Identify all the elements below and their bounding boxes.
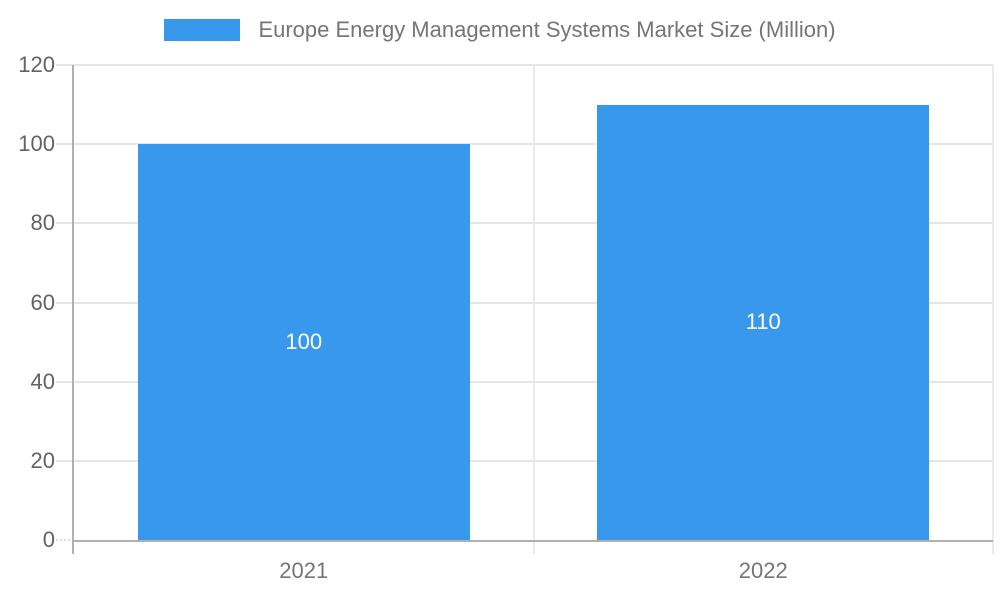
plot-area: 100 110 — [56, 64, 994, 554]
y-tick-label-40: 40 — [30, 368, 55, 394]
bar-2021[interactable]: 100 — [137, 144, 470, 540]
legend-label: Europe Energy Management Systems Market … — [258, 17, 836, 42]
x-tick-label-2021: 2021 — [279, 558, 329, 583]
y-tick-label-100: 100 — [18, 131, 55, 157]
y-tick-label-0: 0 — [42, 527, 55, 552]
legend-swatch — [164, 19, 241, 41]
x-axis-labels: 2021 2022 — [74, 558, 993, 588]
y-zero-tick — [56, 539, 74, 541]
category-boundary-line — [992, 65, 994, 554]
gridline-y-60 — [56, 301, 993, 304]
x-axis-baseline — [72, 540, 993, 542]
y-tick-label-80: 80 — [30, 210, 55, 236]
bar-2022[interactable]: 110 — [597, 104, 930, 540]
y-tick-label-120: 120 — [18, 52, 55, 77]
gridline-y-40 — [56, 380, 993, 383]
gridline-y-100 — [56, 143, 993, 146]
bar-value-label: 110 — [745, 309, 781, 335]
gridline-y-20 — [56, 459, 993, 462]
y-tick-label-60: 60 — [30, 289, 55, 315]
y-tick-label-20: 20 — [30, 447, 55, 473]
chart-legend: Europe Energy Management Systems Market … — [0, 17, 1000, 43]
y-axis-line — [72, 65, 74, 554]
y-axis-labels: 0 20 40 60 80 100 120 — [0, 52, 55, 552]
category-boundary-line — [532, 65, 535, 554]
bar-value-label: 100 — [285, 329, 323, 355]
gridline-y-80 — [56, 222, 993, 225]
gridline-y-120 — [56, 64, 993, 66]
x-tick-label-2022: 2022 — [738, 558, 788, 583]
